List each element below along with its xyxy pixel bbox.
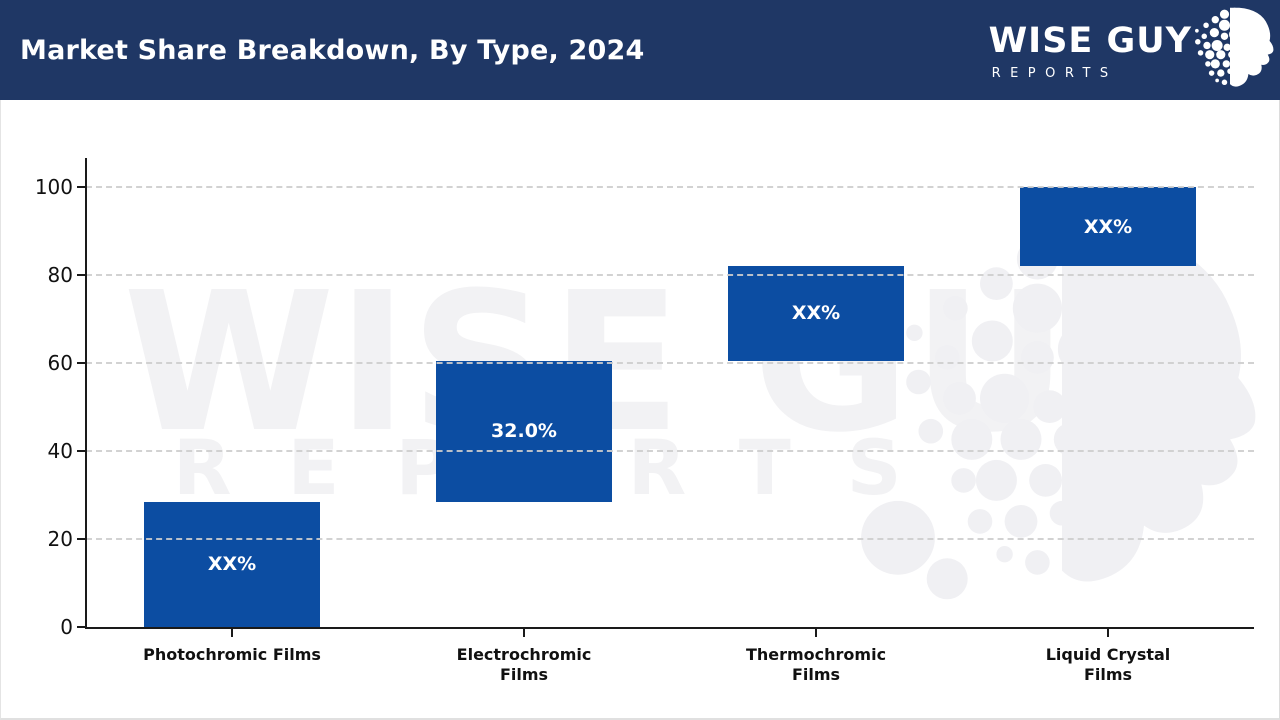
- gridline: [86, 274, 1254, 276]
- x-axis-line: [85, 627, 1254, 629]
- x-axis-category-label-line: Thermochromic: [745, 645, 887, 664]
- logo-text: WISE GUY REPORTS: [988, 21, 1192, 82]
- x-axis-category-label: Photochromic Films: [107, 645, 357, 665]
- y-axis-tick-label: 20: [47, 527, 73, 551]
- bar-value-label: 32.0%: [491, 420, 557, 443]
- bar-value-label: XX%: [207, 553, 257, 576]
- gridline: [86, 186, 1254, 188]
- bar-segment: XX%: [1020, 187, 1196, 267]
- y-axis-tick: [77, 450, 86, 452]
- x-axis-category-label-line: Films: [791, 665, 841, 684]
- x-axis-category-label-line: Films: [499, 665, 549, 684]
- dotted-head-icon: [1195, 7, 1274, 87]
- x-axis-category-label: Electrochromic Films: [399, 645, 649, 685]
- gridline: [86, 538, 1254, 540]
- bar-value-label: XX%: [1083, 215, 1133, 238]
- y-axis-tick: [77, 626, 86, 628]
- x-axis-category-label-line: Electrochromic: [456, 645, 592, 664]
- y-axis-tick: [77, 362, 86, 364]
- wise-guy-reports-logo: WISE GUY REPORTS: [989, 0, 1276, 100]
- y-axis-line: [85, 158, 87, 629]
- bar-value-label: XX%: [791, 302, 841, 325]
- gridline: [86, 450, 1254, 452]
- y-axis-tick: [77, 538, 86, 540]
- gridline: [86, 362, 1254, 364]
- y-axis-tick-label: 80: [47, 263, 73, 287]
- x-axis-category-label-line: Liquid Crystal: [1045, 645, 1171, 664]
- bar-segment: XX%: [728, 266, 904, 361]
- y-axis-tick: [77, 186, 86, 188]
- y-axis-tick-label: 60: [47, 351, 73, 375]
- logo-name-bottom: REPORTS: [991, 66, 1118, 81]
- x-axis-category-label: Liquid Crystal Films: [983, 645, 1233, 685]
- watermark-head-graphic: [861, 230, 1256, 600]
- bar-segment: XX%: [144, 501, 320, 627]
- x-axis-tick: [1107, 629, 1109, 637]
- y-axis-tick: [77, 274, 86, 276]
- x-axis-category-label-line: Photochromic Films: [143, 645, 321, 664]
- header-bar: Market Share Breakdown, By Type, 2024 WI…: [0, 0, 1280, 100]
- y-axis-tick-label: 40: [47, 439, 73, 463]
- x-axis-tick: [231, 629, 233, 637]
- y-axis-tick-label: 100: [34, 175, 73, 199]
- bar-segment: 32.0%: [436, 360, 612, 502]
- x-axis-category-label: Thermochromic Films: [691, 645, 941, 685]
- page-title: Market Share Breakdown, By Type, 2024: [20, 34, 645, 66]
- logo-name-top: WISE GUY: [988, 21, 1192, 61]
- x-axis-category-label-line: Films: [1083, 665, 1133, 684]
- x-axis-tick: [523, 629, 525, 637]
- x-axis-tick: [815, 629, 817, 637]
- y-axis-tick-label: 0: [60, 615, 73, 639]
- plot-card: WISE GUY REPORTS 020406080100XX%Photochr…: [0, 100, 1280, 720]
